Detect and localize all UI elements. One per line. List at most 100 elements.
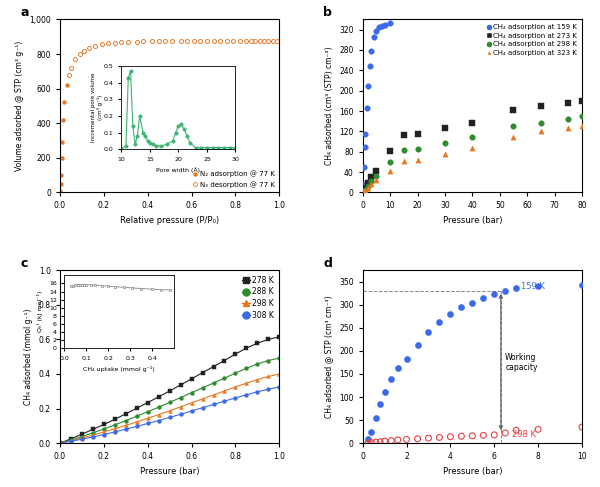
N₂ adsorption @ 77 K [118,39,125,45]
Point [577,122,587,130]
Point [563,115,573,123]
Point [362,105,371,112]
N₂ adsorption @ 77 K [177,38,184,44]
Point [367,428,376,435]
Point [361,130,370,138]
Point [385,167,395,174]
Point [359,188,368,196]
Point [457,303,466,311]
N₂ adsorption @ 77 K [203,38,211,44]
N₂ adsorption @ 77 K [161,38,169,44]
N₂ adsorption @ 77 K [59,139,66,145]
Point [361,187,370,194]
N₂ desorption @ 77 K [184,38,191,44]
Y-axis label: CH₄ adsorbed (cm³ (STP) cm⁻³): CH₄ adsorbed (cm³ (STP) cm⁻³) [325,47,334,165]
Y-axis label: CH₄ adsorbed (mmol g⁻¹): CH₄ adsorbed (mmol g⁻¹) [24,308,33,405]
Point [467,299,477,306]
N₂ desorption @ 77 K [91,43,98,49]
N₂ desorption @ 77 K [243,38,250,44]
X-axis label: Pressure (bar): Pressure (bar) [443,467,502,476]
N₂ desorption @ 77 K [190,38,197,44]
Point [366,180,376,187]
N₂ adsorption @ 77 K [65,72,73,78]
Point [563,99,573,107]
Point [490,431,499,439]
N₂ desorption @ 77 K [133,38,140,44]
N₂ adsorption @ 77 K [265,38,272,44]
N₂ adsorption @ 77 K [61,99,68,105]
N₂ adsorption @ 77 K [197,38,204,44]
Point [371,438,380,446]
Point [413,156,422,164]
N₂ desorption @ 77 K [203,38,211,44]
Point [361,186,370,194]
N₂ desorption @ 77 K [260,38,268,44]
Point [380,389,389,396]
Point [371,172,381,180]
Point [380,437,389,445]
Point [359,187,369,195]
Point [393,436,403,444]
Point [377,22,386,30]
Point [509,106,518,114]
Point [361,185,370,192]
N₂ adsorption @ 77 K [190,38,197,44]
Point [577,112,587,120]
Point [533,426,543,433]
N₂ desorption @ 77 K [72,56,79,62]
Point [402,355,412,363]
N₂ adsorption @ 77 K [124,39,131,45]
Point [386,375,396,382]
Point [386,437,396,445]
Point [413,435,422,443]
Point [413,130,422,138]
N₂ desorption @ 77 K [124,39,131,45]
Point [399,131,409,139]
N₂ adsorption @ 77 K [256,38,263,44]
Point [500,429,510,437]
Point [440,139,450,147]
N₂ adsorption @ 77 K [149,38,156,44]
N₂ adsorption @ 77 K [140,38,147,44]
Point [371,27,381,35]
Point [359,187,369,195]
N₂ adsorption @ 77 K [223,38,230,44]
N₂ desorption @ 77 K [65,72,73,78]
Point [399,146,409,154]
N₂ adsorption @ 77 K [250,38,257,44]
N₂ desorption @ 77 K [217,38,224,44]
Text: d: d [323,257,332,270]
Y-axis label: Volume adsorbed @ STP (cm³ g⁻¹): Volume adsorbed @ STP (cm³ g⁻¹) [14,41,23,171]
N₂ desorption @ 77 K [67,65,74,71]
N₂ adsorption @ 77 K [91,43,98,49]
Text: Working
capacity: Working capacity [505,353,538,372]
N₂ adsorption @ 77 K [133,38,140,44]
N₂ adsorption @ 77 K [59,117,67,123]
Point [359,187,369,195]
N₂ desorption @ 77 K [274,38,281,44]
N₂ desorption @ 77 K [197,38,204,44]
Point [500,287,510,295]
Point [374,23,384,31]
X-axis label: Pressure (bar): Pressure (bar) [443,216,502,225]
N₂ desorption @ 77 K [155,38,162,44]
N₂ desorption @ 77 K [236,38,244,44]
N₂ desorption @ 77 K [161,38,169,44]
N₂ desorption @ 77 K [149,38,156,44]
Point [509,122,518,130]
N₂ desorption @ 77 K [104,40,112,46]
Point [577,97,587,105]
Point [359,188,368,196]
N₂ desorption @ 77 K [118,39,125,45]
Text: 298 K: 298 K [512,430,536,439]
Point [467,133,477,141]
Point [367,439,376,447]
Point [467,119,477,127]
Point [536,102,545,110]
Legend: CH₄ adsorption at 159 K, CH₄ adsorption at 273 K, CH₄ adsorption at 298 K, CH₄ a: CH₄ adsorption at 159 K, CH₄ adsorption … [487,23,578,57]
N₂ adsorption @ 77 K [269,38,277,44]
Point [479,431,488,439]
Line: N₂ adsorption @ 77 K: N₂ adsorption @ 77 K [58,39,279,193]
Point [364,439,373,447]
Point [359,188,368,196]
